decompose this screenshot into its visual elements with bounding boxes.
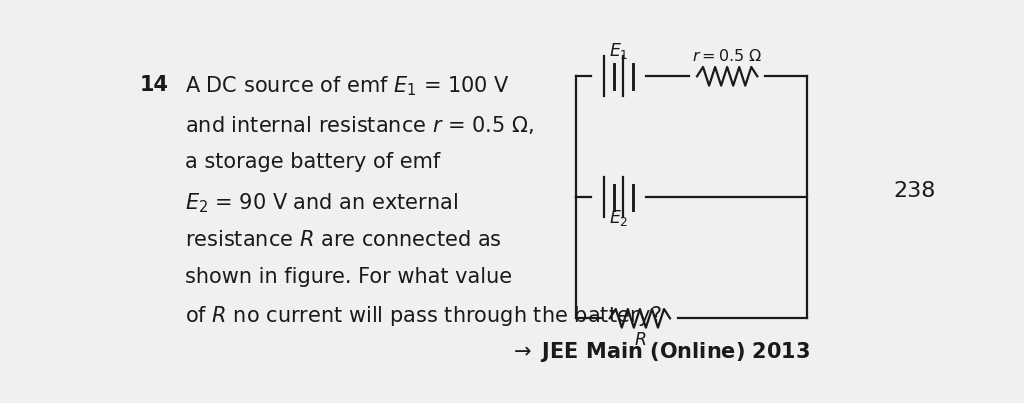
Text: $E_2$: $E_2$ xyxy=(608,208,628,228)
Text: $E_2$ = 90 V and an external: $E_2$ = 90 V and an external xyxy=(185,191,459,215)
Text: $\rightarrow$ JEE Main (Online) 2013: $\rightarrow$ JEE Main (Online) 2013 xyxy=(509,340,811,364)
Text: of $R$ no current will pass through the battery?: of $R$ no current will pass through the … xyxy=(185,304,662,328)
Text: 14: 14 xyxy=(140,75,169,95)
Text: a storage battery of emf: a storage battery of emf xyxy=(185,152,440,172)
Text: and internal resistance $r$ = 0.5 $\Omega$,: and internal resistance $r$ = 0.5 $\Omeg… xyxy=(185,114,535,135)
Text: $R$: $R$ xyxy=(634,331,646,349)
Text: $E_1$: $E_1$ xyxy=(608,41,629,61)
Text: $r=0.5\ \Omega$: $r=0.5\ \Omega$ xyxy=(692,48,763,64)
Text: 238: 238 xyxy=(894,181,936,201)
Text: resistance $R$ are connected as: resistance $R$ are connected as xyxy=(185,230,502,250)
Text: shown in figure. For what value: shown in figure. For what value xyxy=(185,267,512,287)
Text: A DC source of emf $E_1$ = 100 V: A DC source of emf $E_1$ = 100 V xyxy=(185,75,510,98)
